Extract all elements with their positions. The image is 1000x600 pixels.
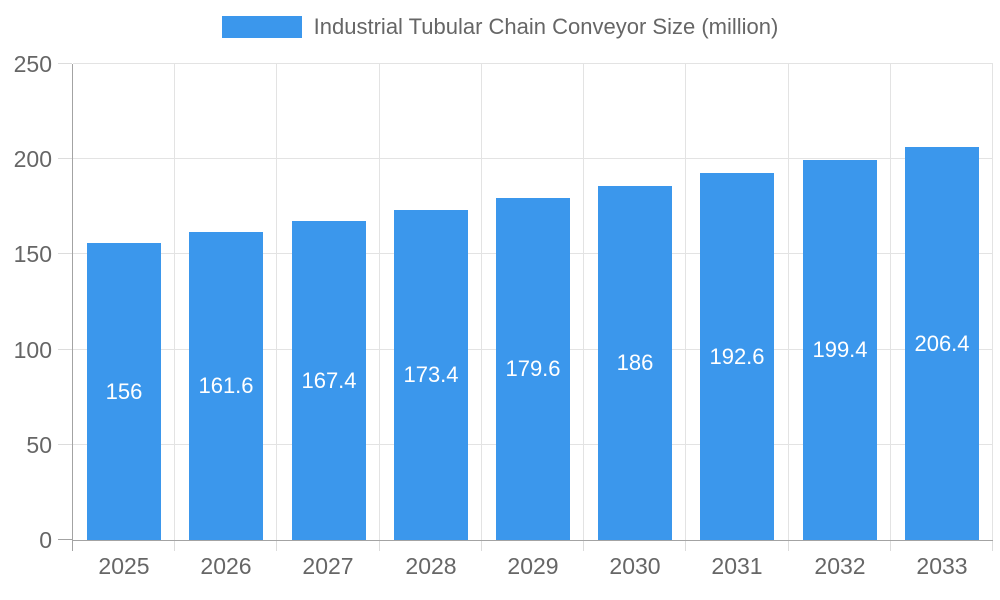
x-tick-label: 2029	[507, 553, 559, 579]
x-tick	[583, 541, 584, 551]
x-tick	[174, 541, 175, 551]
v-gridline	[481, 64, 482, 540]
bar-value-label: 156	[105, 378, 143, 404]
v-gridline	[788, 64, 789, 540]
legend-label: Industrial Tubular Chain Conveyor Size (…	[313, 14, 779, 39]
bar-2030[interactable]: 186	[598, 186, 672, 540]
x-tick-label: 2027	[302, 553, 354, 579]
h-gridline	[73, 63, 993, 64]
v-gridline	[685, 64, 686, 540]
y-tick	[58, 348, 72, 350]
bar-2031[interactable]: 192.6	[700, 173, 774, 540]
bar-2032[interactable]: 199.4	[803, 160, 877, 540]
y-tick	[58, 253, 72, 255]
bar-2026[interactable]: 161.6	[189, 232, 263, 540]
y-tick-label: 200	[13, 146, 52, 173]
v-gridline	[992, 64, 993, 540]
bar-value-label: 179.6	[505, 356, 561, 381]
x-tick-label: 2033	[916, 553, 968, 579]
x-tick	[788, 541, 789, 551]
y-tick-label: 100	[13, 336, 52, 363]
x-tick	[685, 541, 686, 551]
x-tick-label: 2030	[609, 553, 661, 579]
x-tick	[481, 541, 482, 551]
x-tick-label: 2028	[405, 553, 457, 579]
bar-2028[interactable]: 173.4	[394, 210, 468, 540]
x-tick-label: 2026	[200, 553, 252, 579]
bar-value-label: 167.4	[301, 367, 357, 393]
y-axis-line	[72, 64, 73, 541]
v-gridline	[583, 64, 584, 540]
x-tick	[890, 541, 891, 551]
x-tick	[276, 541, 277, 551]
x-tick	[379, 541, 380, 551]
x-tick-label: 2025	[98, 553, 150, 579]
v-gridline	[890, 64, 891, 540]
bar-2025[interactable]: 156	[87, 243, 161, 540]
bar-value-label: 206.4	[914, 330, 970, 356]
y-tick	[58, 63, 72, 64]
y-tick-label: 50	[26, 431, 52, 458]
v-gridline	[174, 64, 175, 540]
plot-area: 156 161.6 167.4 173.4 179.6 186 192.6 199.4 206.…	[58, 63, 993, 551]
x-tick	[992, 541, 993, 551]
v-gridline	[379, 64, 380, 540]
y-tick-label: 250	[13, 51, 52, 77]
h-gridline	[73, 158, 993, 160]
chart-legend[interactable]: Industrial Tubular Chain Conveyor Size (…	[0, 14, 1000, 40]
x-tick-label: 2032	[814, 553, 866, 579]
bar-value-label: 173.4	[403, 362, 459, 387]
bar-2029[interactable]: 179.6	[496, 198, 570, 540]
y-tick	[58, 158, 72, 160]
bar-value-label: 186	[616, 350, 654, 375]
y-tick-label: 0	[39, 527, 52, 553]
bar-value-label: 199.4	[812, 337, 868, 362]
x-tick-label: 2031	[711, 553, 763, 579]
legend-swatch	[221, 16, 302, 38]
bar-value-label: 192.6	[709, 343, 765, 369]
bar-value-label: 161.6	[198, 373, 254, 398]
bar-2027[interactable]: 167.4	[292, 221, 366, 540]
x-axis-line	[72, 540, 993, 541]
bar-2033[interactable]: 206.4	[905, 147, 979, 540]
x-tick	[72, 541, 73, 551]
v-gridline	[276, 64, 277, 540]
y-tick	[58, 539, 72, 540]
y-tick-label: 150	[13, 241, 52, 268]
y-tick	[58, 443, 72, 445]
